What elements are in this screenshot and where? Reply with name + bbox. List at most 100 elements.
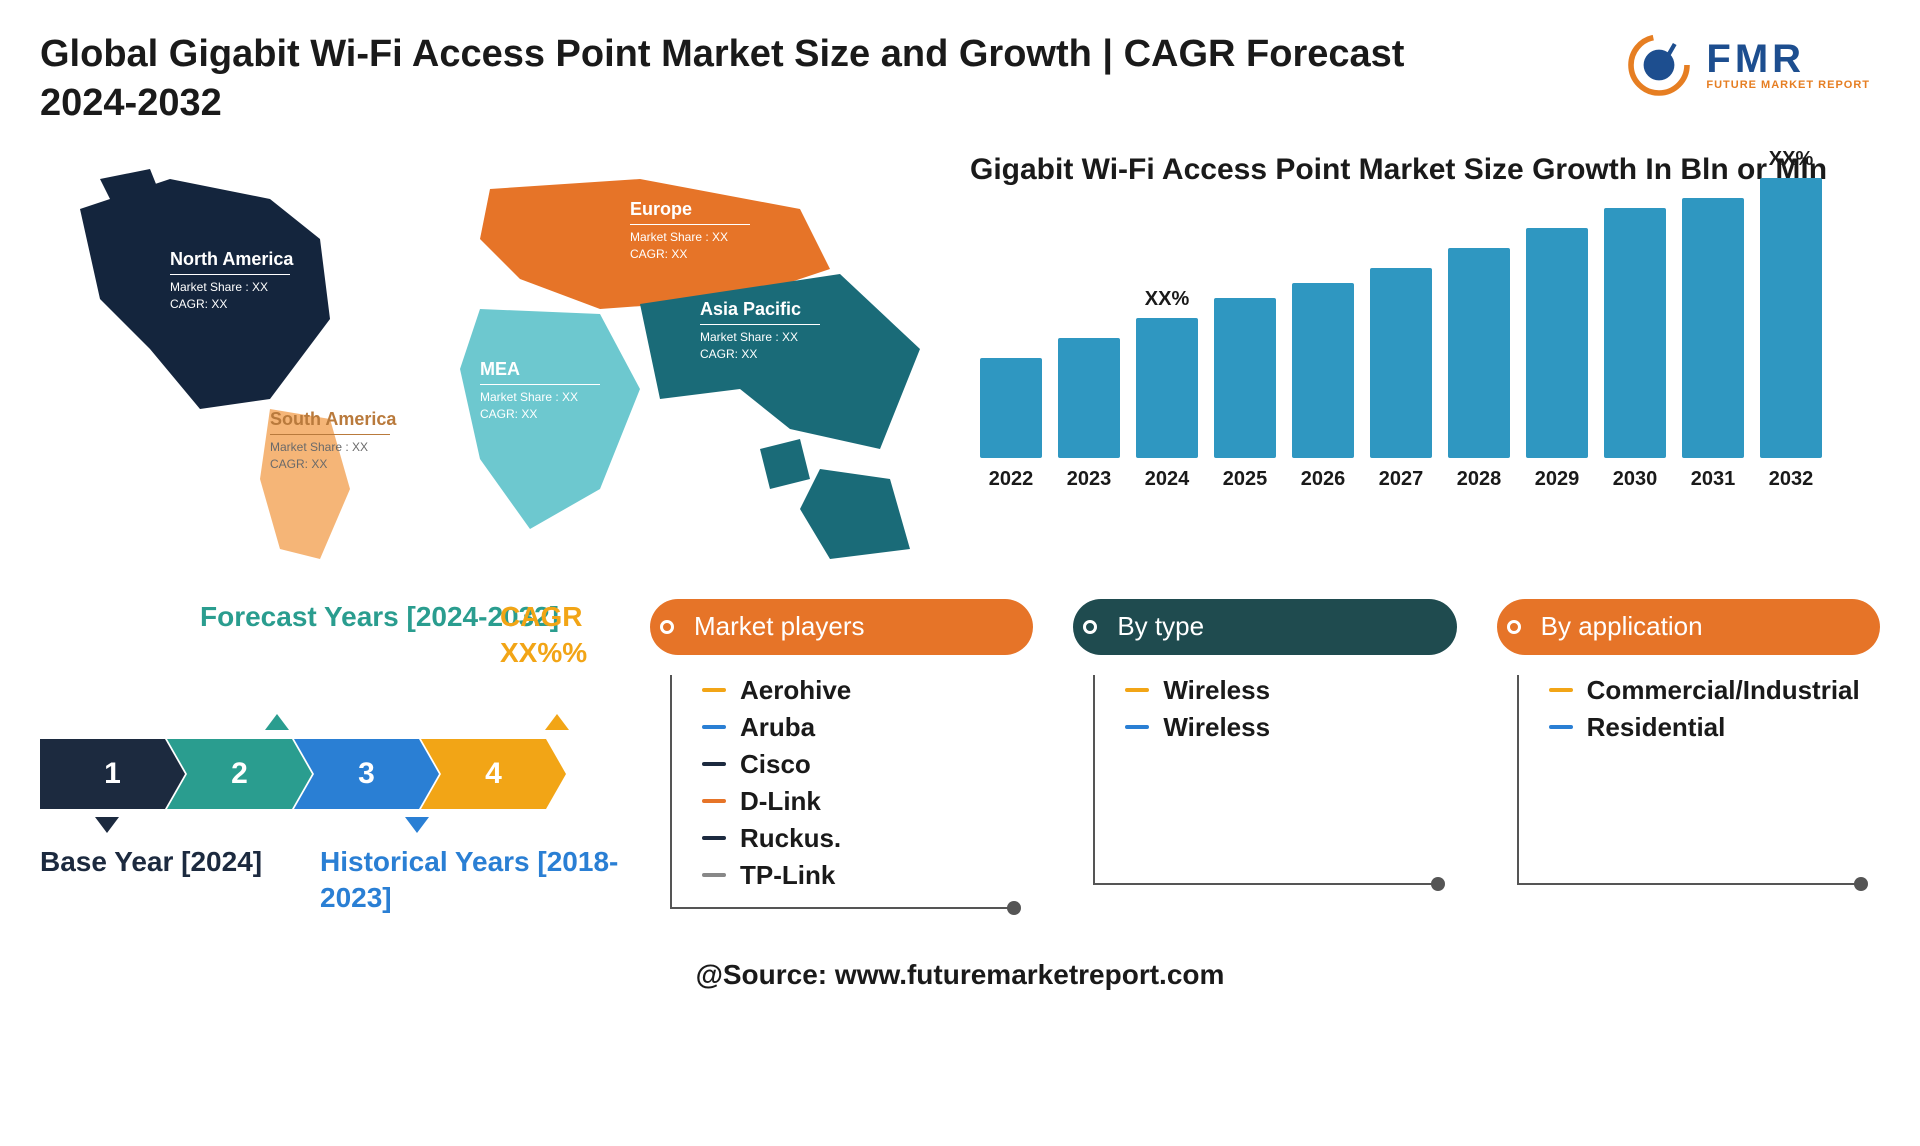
bar [1682, 198, 1744, 458]
region-eu-share: Market Share : XX [630, 229, 750, 246]
timeline: Forecast Years [2024-2032] CAGR XX%% 123… [40, 599, 620, 919]
pill-item-label: Residential [1587, 712, 1726, 743]
bar [1604, 208, 1666, 458]
bar-label: 2024 [1145, 468, 1190, 491]
pill-header: Market players [650, 599, 1033, 655]
bar-label: 2026 [1301, 468, 1346, 491]
bar-2027: 2027 [1370, 268, 1432, 491]
region-ap-share: Market Share : XX [700, 329, 820, 346]
bar [1058, 338, 1120, 458]
pill-list: Wireless Wireless [1093, 675, 1436, 885]
region-eu-cagr: CAGR: XX [630, 246, 750, 263]
region-mea-cagr: CAGR: XX [480, 406, 600, 423]
pill-header: By application [1497, 599, 1880, 655]
timeline-step-2: 2 [167, 739, 312, 809]
pill-item: Wireless [1125, 675, 1436, 706]
world-map: North America Market Share : XX CAGR: XX… [40, 149, 940, 569]
bar-label: 2032 [1769, 468, 1814, 491]
arrow-up-icon [265, 714, 289, 730]
logo-icon [1624, 30, 1694, 100]
pill-item: Aerohive [702, 675, 1013, 706]
pill-item: Residential [1549, 712, 1860, 743]
bar-label: 2022 [989, 468, 1034, 491]
bar [1526, 228, 1588, 458]
bar-label: 2028 [1457, 468, 1502, 491]
pill-item: D-Link [702, 786, 1013, 817]
tl-base-label: Base Year [2024] [40, 844, 262, 880]
page-title: Global Gigabit Wi-Fi Access Point Market… [40, 30, 1440, 129]
pill-item: Wireless [1125, 712, 1436, 743]
arrow-down-icon [95, 817, 119, 833]
region-ap-cagr: CAGR: XX [700, 346, 820, 363]
arrow-up-icon [545, 714, 569, 730]
tick-icon [1549, 725, 1573, 729]
bar [1292, 283, 1354, 458]
pill-item: Cisco [702, 749, 1013, 780]
pill-item: Commercial/Industrial [1549, 675, 1860, 706]
tick-icon [702, 836, 726, 840]
bar-2022: 2022 [980, 358, 1042, 491]
bar [1136, 318, 1198, 458]
pill-header-text: By type [1117, 611, 1204, 642]
logo-text-sub: FUTURE MARKET REPORT [1706, 79, 1870, 91]
bar-label: 2030 [1613, 468, 1658, 491]
pill-group: By type Wireless Wireless [1073, 599, 1456, 909]
bar [1760, 178, 1822, 458]
bar-annotation: XX% [1769, 148, 1813, 171]
pill-item: Ruckus. [702, 823, 1013, 854]
pill-group: By application Commercial/Industrial Resid… [1497, 599, 1880, 909]
tick-icon [1125, 688, 1149, 692]
bar-2031: 2031 [1682, 198, 1744, 491]
bar [1370, 268, 1432, 458]
bar-2023: 2023 [1058, 338, 1120, 491]
bar-2025: 2025 [1214, 298, 1276, 491]
bar-label: 2023 [1067, 468, 1112, 491]
region-na-label: North America [170, 249, 293, 270]
region-sa-cagr: CAGR: XX [270, 456, 396, 473]
bar-2029: 2029 [1526, 228, 1588, 491]
chart-title: Gigabit Wi-Fi Access Point Market Size G… [970, 149, 1880, 191]
bar [1214, 298, 1276, 458]
tick-icon [1125, 725, 1149, 729]
source-line: @Source: www.futuremarketreport.com [40, 959, 1880, 991]
pill-group: Market players Aerohive Aruba Cisco D-Link Ru… [650, 599, 1033, 909]
tick-icon [702, 725, 726, 729]
bar-chart: Gigabit Wi-Fi Access Point Market Size G… [970, 149, 1880, 569]
region-na-share: Market Share : XX [170, 279, 293, 296]
timeline-step-4: 4 [421, 739, 566, 809]
region-ap-label: Asia Pacific [700, 299, 820, 320]
pill-item-label: Aerohive [740, 675, 851, 706]
logo: FMR FUTURE MARKET REPORT [1624, 30, 1870, 100]
logo-text-main: FMR [1706, 39, 1870, 79]
tl-hist-label: Historical Years [2018-2023] [320, 844, 620, 917]
pill-item-label: Ruckus. [740, 823, 841, 854]
region-mea-label: MEA [480, 359, 600, 380]
pill-item-label: TP-Link [740, 860, 835, 891]
pill-item-label: Wireless [1163, 675, 1270, 706]
timeline-step-3: 3 [294, 739, 439, 809]
bar-label: 2027 [1379, 468, 1424, 491]
pill-header-text: Market players [694, 611, 865, 642]
timeline-step-1: 1 [40, 739, 185, 809]
bar-2024: XX%2024 [1136, 318, 1198, 491]
bar-2026: 2026 [1292, 283, 1354, 491]
region-sa-label: South America [270, 409, 396, 430]
bar-2032: XX%2032 [1760, 178, 1822, 491]
region-na-cagr: CAGR: XX [170, 296, 293, 313]
bar-label: 2031 [1691, 468, 1736, 491]
tick-icon [702, 762, 726, 766]
pill-item-label: Cisco [740, 749, 811, 780]
arrow-down-icon [405, 817, 429, 833]
bar-annotation: XX% [1145, 288, 1189, 311]
pill-list: Aerohive Aruba Cisco D-Link Ruckus. TP-Link [670, 675, 1013, 909]
bar [1448, 248, 1510, 458]
pill-list: Commercial/Industrial Residential [1517, 675, 1860, 885]
pill-item: Aruba [702, 712, 1013, 743]
bar [980, 358, 1042, 458]
pill-item-label: Commercial/Industrial [1587, 675, 1860, 706]
bar-2028: 2028 [1448, 248, 1510, 491]
pill-item-label: Aruba [740, 712, 815, 743]
tick-icon [702, 873, 726, 877]
region-eu-label: Europe [630, 199, 750, 220]
pill-item-label: Wireless [1163, 712, 1270, 743]
